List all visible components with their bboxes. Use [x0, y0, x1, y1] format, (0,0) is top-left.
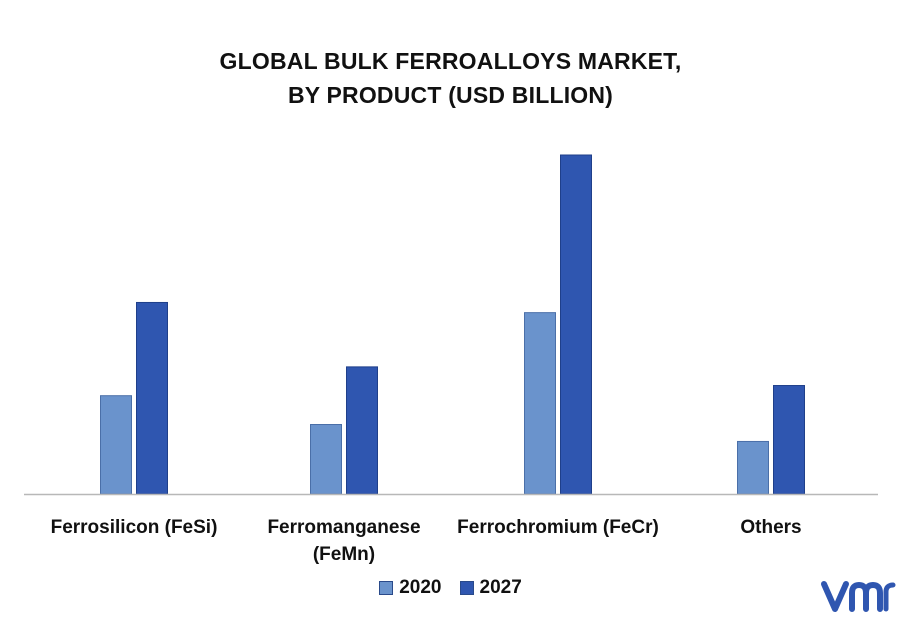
- category-labels-group: Ferrosilicon (FeSi) Ferromanganese (FeMn)F…: [51, 517, 802, 565]
- legend-label-2027: 2027: [479, 577, 522, 598]
- legend-item-2020: 2020: [379, 577, 442, 599]
- bar-2020-2: [524, 312, 556, 495]
- chart-title: GLOBAL BULK FERROALLOYS MARKET, BY PRODU…: [0, 44, 901, 112]
- category-label-line: Ferrosilicon (FeSi): [51, 517, 218, 538]
- category-label-line: (FeMn): [313, 544, 375, 565]
- category-label-line: Ferrochromium (FeCr): [457, 517, 659, 538]
- legend-swatch-2020: [379, 581, 394, 595]
- category-label-2: Ferrochromium (FeCr): [457, 517, 659, 538]
- category-label-3: Others: [740, 517, 801, 538]
- category-label-1: Ferromanganese (FeMn): [267, 517, 420, 565]
- legend: 2020 2027: [0, 577, 901, 599]
- category-label-line: Ferromanganese: [267, 517, 420, 538]
- bar-2027-0: [136, 301, 168, 495]
- bars-group: [100, 154, 805, 495]
- chart-title-line-2: BY PRODUCT (USD BILLION): [287, 82, 614, 108]
- category-label-0: Ferrosilicon (FeSi): [51, 517, 218, 538]
- bar-2027-3: [773, 385, 805, 495]
- vmr-logo-icon: [821, 581, 896, 612]
- bar-2020-0: [100, 395, 132, 495]
- bar-2027-2: [560, 154, 592, 495]
- legend-swatch-2027: [459, 581, 474, 595]
- category-label-line: Others: [740, 517, 801, 538]
- bar-2020-3: [737, 440, 769, 495]
- chart-title-line-1: GLOBAL BULK FERROALLOYS MARKET,: [219, 48, 682, 74]
- legend-item-2027: 2027: [459, 577, 522, 599]
- legend-label-2020: 2020: [399, 577, 442, 598]
- bar-2020-1: [310, 424, 342, 495]
- bar-2027-1: [346, 366, 378, 495]
